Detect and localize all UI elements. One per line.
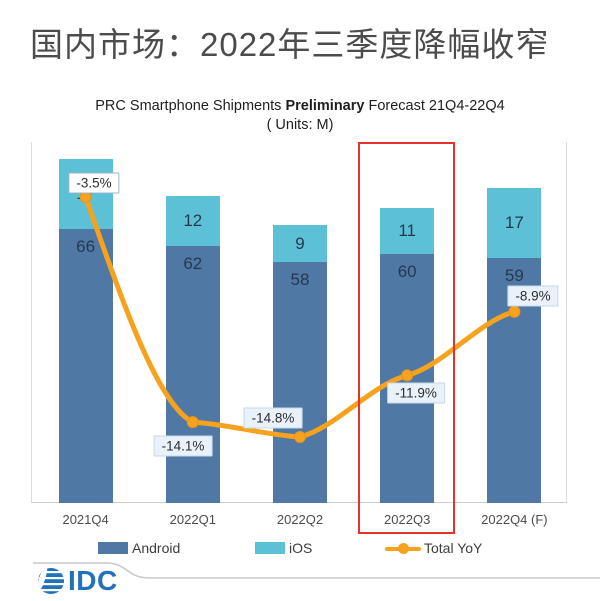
yoy-marker: [186, 416, 199, 429]
legend-item-android: Android: [98, 538, 180, 558]
x-axis-label: 2022Q3: [384, 512, 431, 527]
yoy-marker: [508, 305, 521, 318]
idc-logo: IDC: [36, 566, 118, 596]
page-title: 国内市场：2022年三季度降幅收窄: [30, 26, 550, 63]
chart-title-bold: Preliminary: [285, 98, 365, 114]
chart-title-line1: PRC Smartphone Shipments Preliminary For…: [0, 97, 600, 116]
android-value-label: 66: [76, 237, 96, 257]
android-value-label: 62: [183, 253, 203, 273]
idc-logo-text: IDC: [68, 565, 118, 596]
chart-units-note: ( Units: M): [266, 117, 334, 133]
x-axis-label: 2022Q4 (F): [481, 512, 548, 527]
ios-value-label: 12: [183, 210, 203, 230]
android-swatch-icon: [98, 542, 128, 554]
legend-item-yoy: Total YoY: [385, 538, 482, 558]
yoy-value-label: -3.5%: [68, 172, 120, 194]
yoy-line-chart: [79, 191, 521, 444]
android-value-label: 58: [290, 270, 310, 290]
legend-item-ios: iOS: [255, 538, 312, 558]
ios-segment: [273, 224, 327, 263]
legend-label-android: Android: [132, 540, 181, 556]
ios-segment: [165, 195, 220, 246]
chart-title-prefix: PRC Smartphone Shipments: [95, 98, 286, 114]
yoy-value-label: -14.1%: [153, 435, 213, 457]
ios-value-label: 9: [295, 233, 305, 253]
ios-value-label: 17: [504, 212, 524, 232]
chart-title: PRC Smartphone Shipments Preliminary For…: [0, 97, 600, 135]
android-value-label: 60: [397, 262, 417, 281]
android-value-label: 59: [504, 266, 524, 286]
legend-label-ios: iOS: [289, 540, 313, 556]
legend-label-yoy: Total YoY: [424, 540, 483, 556]
ios-segment: [380, 208, 435, 254]
idc-globe-icon: [38, 568, 64, 594]
plot-area: 1766126295811601759 -3.5%-14.1%-14.8%-11…: [31, 142, 567, 527]
yoy-marker: [294, 431, 306, 444]
android-segment: [165, 245, 220, 503]
yoy-marker: [401, 369, 414, 382]
x-axis-label: 2022Q1: [169, 512, 216, 527]
ios-swatch-icon: [255, 542, 285, 554]
legend: Android iOS Total YoY: [0, 538, 600, 558]
yoy-line-icon: [385, 542, 421, 554]
yoy-value-label: -8.9%: [507, 285, 559, 307]
yoy-value-label: -14.8%: [243, 407, 303, 429]
android-segment: [58, 229, 113, 503]
ios-segment: [487, 187, 542, 259]
yoy-value-label: -11.9%: [387, 382, 445, 404]
yoy-line: [83, 194, 517, 440]
x-axis-label: 2021Q4: [62, 512, 109, 527]
footer-divider-curve: [33, 562, 600, 579]
android-segment: [273, 262, 327, 503]
highlight-box-2022q3: [358, 142, 455, 534]
ios-value-label: 11: [398, 221, 417, 241]
chart-title-suffix: Forecast 21Q4-22Q4: [364, 98, 505, 114]
x-axis-label: 2022Q2: [276, 512, 324, 527]
